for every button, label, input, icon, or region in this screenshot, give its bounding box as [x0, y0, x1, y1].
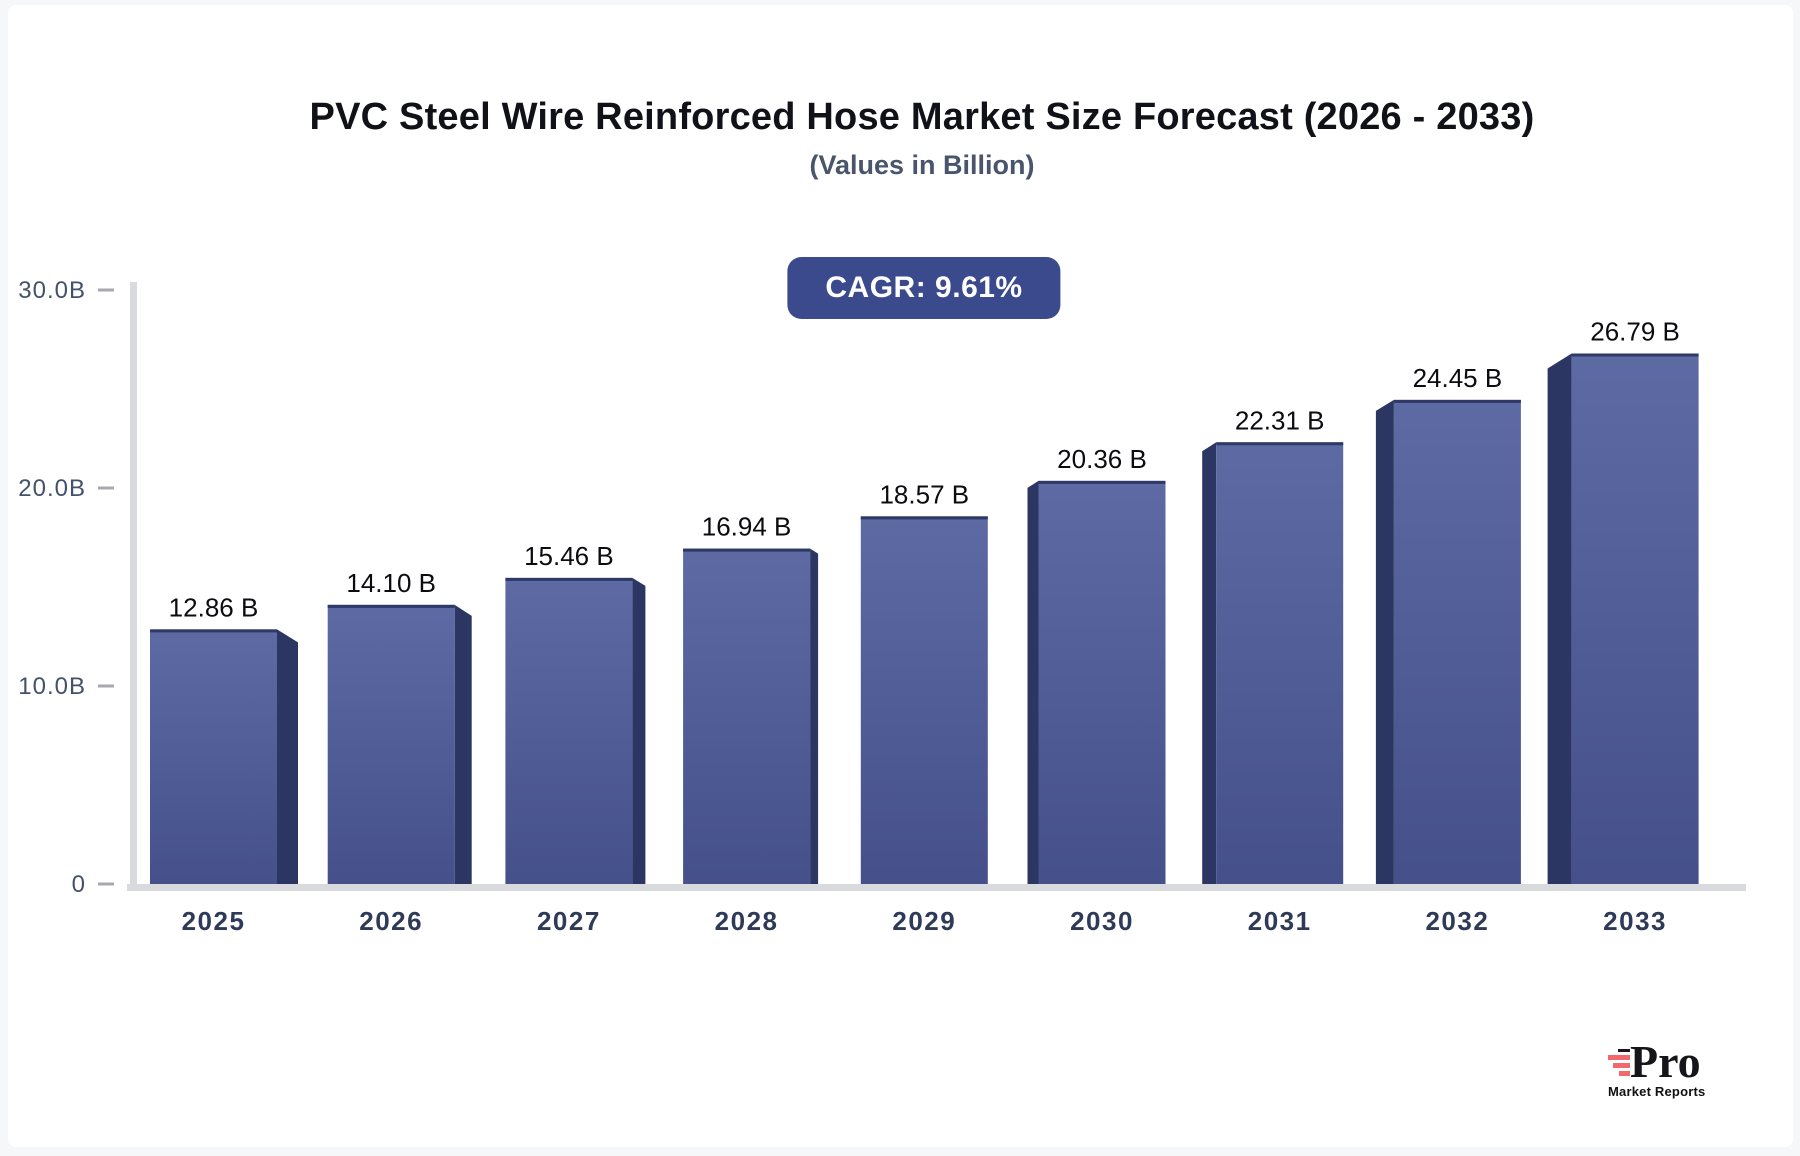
bar-value-label-2033: 26.79 B	[1590, 317, 1680, 347]
bar-side-face	[1375, 399, 1394, 889]
logo-bar-icon	[1608, 1055, 1630, 1060]
x-tick-label-2027: 2027	[537, 906, 601, 936]
logo-name: Pro	[1630, 1036, 1701, 1087]
bar-side-face	[632, 577, 646, 889]
bar-side-face	[1027, 480, 1039, 889]
bar-value-label-2030: 20.36 B	[1057, 444, 1147, 474]
bar-side-face	[1547, 353, 1572, 890]
x-tick-label-2032: 2032	[1425, 906, 1489, 936]
bar-front-face	[1393, 399, 1521, 888]
bar-value-label-2025: 12.86 B	[169, 592, 259, 622]
bar-side-face	[1202, 442, 1217, 889]
x-tick-label-2033: 2033	[1603, 906, 1667, 936]
bar-value-label-2032: 24.45 B	[1413, 363, 1503, 393]
logo-bars-icon	[1608, 1049, 1630, 1076]
bar-front-face	[505, 577, 633, 888]
bar-side-face	[454, 604, 472, 889]
bar-value-label-2028: 16.94 B	[702, 512, 792, 542]
x-tick-label-2026: 2026	[359, 906, 423, 936]
bar-group-2029	[860, 516, 988, 888]
bar-group-2030	[1027, 480, 1166, 889]
bar-front-face	[1571, 353, 1699, 889]
bar-front-face	[1038, 480, 1166, 888]
bar-group-2025	[150, 629, 298, 889]
bar-value-label-2031: 22.31 B	[1235, 405, 1325, 435]
x-tick-label-2029: 2029	[892, 906, 956, 936]
bar-value-label-2029: 18.57 B	[879, 479, 969, 509]
y-tick-label-30.0B: 30.0B	[18, 277, 86, 304]
y-tick-label-0: 0	[72, 871, 86, 898]
x-tick-label-2031: 2031	[1248, 906, 1312, 936]
logo-bar-icon	[1613, 1063, 1630, 1068]
x-tick-label-2025: 2025	[182, 906, 246, 936]
logo-bar-icon	[1618, 1049, 1630, 1052]
x-tick-label-2028: 2028	[715, 906, 779, 936]
bar-front-face	[1216, 442, 1344, 888]
bar-group-2033	[1547, 353, 1699, 890]
bar-front-face	[150, 629, 277, 888]
chart-title: PVC Steel Wire Reinforced Hose Market Si…	[309, 96, 1535, 138]
x-tick-label-2030: 2030	[1070, 906, 1134, 936]
logo-text: Pro Market Reports	[1608, 1036, 1705, 1100]
bar-group-2026	[327, 604, 472, 889]
bar-group-2032	[1375, 399, 1521, 889]
bar-side-face	[810, 548, 819, 889]
bar-front-face	[860, 516, 988, 888]
bar-group-2028	[683, 548, 819, 889]
bar-value-label-2026: 14.10 B	[346, 568, 436, 598]
chart-subtitle: (Values in Billion)	[809, 150, 1035, 180]
logo-tagline: Market Reports	[1608, 1084, 1706, 1099]
cagr-badge: CAGR: 9.61%	[787, 257, 1061, 319]
y-axis-line	[130, 282, 137, 891]
bar-group-2031	[1202, 442, 1344, 889]
bar-value-label-2027: 15.46 B	[524, 541, 614, 571]
pro-market-reports-logo: Pro Market Reports	[1608, 1036, 1705, 1100]
logo-bar-icon	[1619, 1071, 1630, 1076]
y-tick-label-20.0B: 20.0B	[18, 475, 86, 502]
bar-front-face	[327, 604, 455, 888]
bar-front-face	[683, 548, 811, 888]
bar-side-face	[277, 629, 298, 889]
bar-group-2027	[505, 577, 646, 889]
y-tick-label-10.0B: 10.0B	[18, 673, 86, 700]
x-axis-baseline	[127, 884, 1746, 891]
